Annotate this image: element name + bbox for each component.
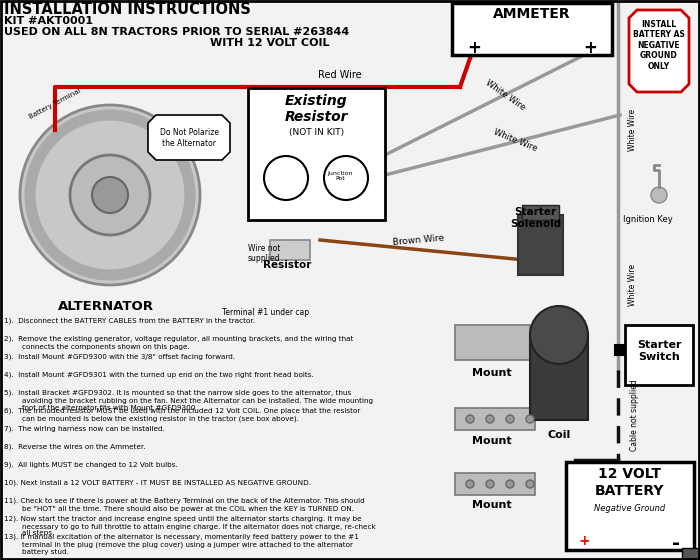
Text: Coil: Coil (547, 430, 570, 440)
Bar (455, 473, 535, 495)
Circle shape (506, 480, 514, 488)
Text: AMMETER: AMMETER (494, 7, 570, 21)
Bar (625, 325, 693, 385)
Text: 13). If manual excitation of the alternator is necessary, momentarily feed batte: 13). If manual excitation of the alterna… (4, 534, 359, 555)
Text: 1).  Disconnect the BATTERY CABLES from the BATTERY in the tractor.: 1). Disconnect the BATTERY CABLES from t… (4, 318, 255, 324)
Text: 11). Check to see if there is power at the Battery Terminal on the back of the A: 11). Check to see if there is power at t… (4, 498, 365, 511)
Text: KIT #AKT0001: KIT #AKT0001 (4, 16, 93, 26)
Text: (NOT IN KIT): (NOT IN KIT) (289, 128, 344, 137)
Circle shape (30, 115, 190, 275)
Circle shape (92, 177, 128, 213)
Text: +: + (578, 534, 590, 548)
Text: ALTERNATOR: ALTERNATOR (58, 300, 154, 313)
Text: +: + (467, 39, 481, 57)
Circle shape (466, 480, 474, 488)
Bar (522, 205, 559, 220)
Text: White Wire: White Wire (628, 109, 637, 151)
Text: Terminal #1 under cap: Terminal #1 under cap (222, 308, 309, 317)
Text: Junction
Pot: Junction Pot (328, 171, 353, 181)
Text: Mount: Mount (473, 368, 512, 378)
Text: WITH 12 VOLT COIL: WITH 12 VOLT COIL (210, 38, 330, 48)
Text: White Wire: White Wire (492, 127, 538, 153)
Text: 4).  Install Mount #GFD9301 with the turned up end on the two right front head b: 4). Install Mount #GFD9301 with the turn… (4, 372, 314, 379)
Text: Cable not supplied: Cable not supplied (630, 379, 639, 451)
Text: BATTERY: BATTERY (595, 484, 665, 498)
Text: Brown Wire: Brown Wire (392, 234, 444, 247)
Circle shape (526, 480, 534, 488)
Text: 9).  All lights MUST be changed to 12 Volt bulbs.: 9). All lights MUST be changed to 12 Vol… (4, 462, 178, 469)
Text: 2).  Remove the existing generator, voltage regulator, all mounting brackets, an: 2). Remove the existing generator, volta… (4, 336, 354, 349)
Bar (270, 240, 310, 260)
Bar (248, 88, 385, 220)
Circle shape (324, 156, 368, 200)
Circle shape (486, 415, 494, 423)
Bar (682, 548, 700, 560)
Text: INSTALLATION INSTRUCTIONS: INSTALLATION INSTRUCTIONS (4, 2, 251, 17)
Circle shape (526, 415, 534, 423)
Text: USED ON ALL 8N TRACTORS PRIOR TO SERIAL #263844: USED ON ALL 8N TRACTORS PRIOR TO SERIAL … (4, 27, 349, 37)
Text: Resistor: Resistor (263, 260, 312, 270)
Text: Existing: Existing (285, 94, 348, 108)
Circle shape (466, 415, 474, 423)
Circle shape (506, 415, 514, 423)
Text: Battery Terminal: Battery Terminal (28, 88, 82, 120)
Text: Wire not
supplied: Wire not supplied (248, 244, 281, 263)
Text: White Wire: White Wire (484, 78, 526, 112)
Circle shape (264, 156, 308, 200)
Text: 6).  The included resistor MUST be used with the included 12 Volt COIL. One plac: 6). The included resistor MUST be used w… (4, 408, 360, 422)
Circle shape (486, 480, 494, 488)
Polygon shape (629, 10, 689, 92)
Text: Do Not Polarize
the Alternator: Do Not Polarize the Alternator (160, 128, 218, 148)
Circle shape (20, 105, 200, 285)
Text: -: - (672, 534, 680, 553)
Bar (566, 462, 694, 550)
Text: Starter
Solenoid: Starter Solenoid (510, 207, 561, 228)
Text: Starter
Switch: Starter Switch (637, 340, 681, 362)
Text: 12). Now start the tractor and increase engine speed until the alternator starts: 12). Now start the tractor and increase … (4, 516, 376, 536)
Circle shape (70, 155, 150, 235)
Text: +: + (583, 39, 597, 57)
Bar (518, 215, 563, 275)
Text: Negative Ground: Negative Ground (594, 504, 666, 513)
Text: White Wire: White Wire (628, 264, 637, 306)
Text: 8).  Reverse the wires on the Ammeter.: 8). Reverse the wires on the Ammeter. (4, 444, 146, 450)
Text: Mount: Mount (473, 436, 512, 446)
Text: 5).  Install Bracket #GFD9302. It is mounted so that the narrow side goes to the: 5). Install Bracket #GFD9302. It is moun… (4, 390, 373, 410)
Text: Resistor: Resistor (285, 110, 349, 124)
Text: 7).  The wiring harness now can be installed.: 7). The wiring harness now can be instal… (4, 426, 165, 432)
Polygon shape (148, 115, 230, 160)
Circle shape (530, 306, 588, 364)
Text: 12 VOLT: 12 VOLT (598, 467, 662, 481)
Circle shape (651, 187, 667, 203)
Text: INSTALL
BATTERY AS
NEGATIVE
GROUND
ONLY: INSTALL BATTERY AS NEGATIVE GROUND ONLY (633, 20, 685, 71)
Bar (615, 345, 625, 355)
Text: 10). Next Install a 12 VOLT BATTERY - IT MUST BE INSTALLED AS NEGATIVE GROUND.: 10). Next Install a 12 VOLT BATTERY - IT… (4, 480, 311, 487)
Bar (452, 3, 612, 55)
Text: Red Wire: Red Wire (318, 70, 362, 80)
Text: 3).  Install Mount #GFD9300 with the 3/8" offset facing forward.: 3). Install Mount #GFD9300 with the 3/8"… (4, 354, 235, 361)
Text: Mount: Mount (473, 500, 512, 510)
Text: Ignition Key: Ignition Key (623, 215, 673, 224)
Bar (530, 335, 588, 420)
Bar (455, 408, 535, 430)
Bar (455, 325, 530, 360)
